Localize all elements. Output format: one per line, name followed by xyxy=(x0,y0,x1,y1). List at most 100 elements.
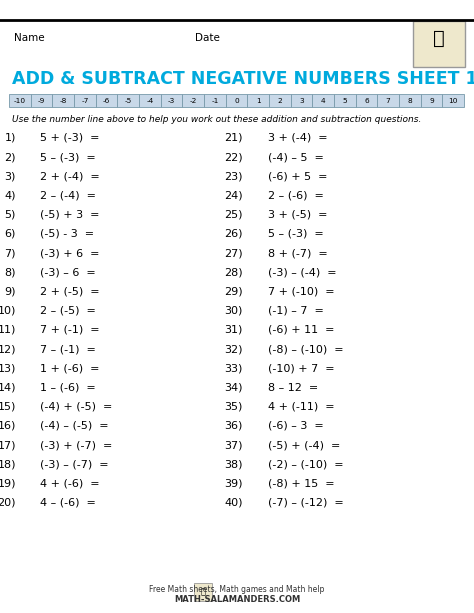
FancyBboxPatch shape xyxy=(247,94,269,107)
Text: 3 + (-5)  =: 3 + (-5) = xyxy=(268,210,328,220)
FancyBboxPatch shape xyxy=(161,94,182,107)
Text: 4 + (-6)  =: 4 + (-6) = xyxy=(40,479,100,489)
Text: 17): 17) xyxy=(0,440,16,450)
Text: 9): 9) xyxy=(4,287,16,297)
Text: -4: -4 xyxy=(146,98,154,104)
Text: 8: 8 xyxy=(408,98,412,104)
Text: 11): 11) xyxy=(0,325,16,335)
Text: -10: -10 xyxy=(14,98,26,104)
Text: 8): 8) xyxy=(4,267,16,278)
Text: 🧮: 🧮 xyxy=(433,29,445,48)
Text: (-3) + 6  =: (-3) + 6 = xyxy=(40,248,100,258)
Text: (-3) – 6  =: (-3) – 6 = xyxy=(40,267,96,278)
Text: Name: Name xyxy=(14,33,45,43)
Text: 31): 31) xyxy=(225,325,243,335)
Text: (-6) – 3  =: (-6) – 3 = xyxy=(268,421,324,431)
Text: 13): 13) xyxy=(0,364,16,373)
FancyBboxPatch shape xyxy=(52,94,74,107)
FancyBboxPatch shape xyxy=(31,94,52,107)
Text: (-2) – (-10)  =: (-2) – (-10) = xyxy=(268,459,344,470)
FancyBboxPatch shape xyxy=(226,94,247,107)
Text: 10): 10) xyxy=(0,306,16,316)
Text: 39): 39) xyxy=(225,479,243,489)
Text: 36): 36) xyxy=(225,421,243,431)
Text: 2 – (-5)  =: 2 – (-5) = xyxy=(40,306,96,316)
Text: (-3) – (-4)  =: (-3) – (-4) = xyxy=(268,267,337,278)
Text: 27): 27) xyxy=(224,248,243,258)
Text: 8 – 12  =: 8 – 12 = xyxy=(268,383,318,392)
Text: (-6) + 11  =: (-6) + 11 = xyxy=(268,325,335,335)
Text: 32): 32) xyxy=(225,345,243,354)
Text: 38): 38) xyxy=(225,459,243,470)
Text: -2: -2 xyxy=(190,98,197,104)
Text: 14): 14) xyxy=(0,383,16,392)
Text: Free Math sheets, Math games and Math help: Free Math sheets, Math games and Math he… xyxy=(149,585,325,594)
Text: 1): 1) xyxy=(5,133,16,143)
Text: 21): 21) xyxy=(225,133,243,143)
Text: 8 + (-7)  =: 8 + (-7) = xyxy=(268,248,328,258)
Text: (-6) + 5  =: (-6) + 5 = xyxy=(268,172,328,181)
Text: 18): 18) xyxy=(0,459,16,470)
Text: 3 + (-4)  =: 3 + (-4) = xyxy=(268,133,328,143)
FancyBboxPatch shape xyxy=(194,583,212,601)
FancyBboxPatch shape xyxy=(269,94,291,107)
Text: 24): 24) xyxy=(224,191,243,200)
Text: 3): 3) xyxy=(5,172,16,181)
Text: 6: 6 xyxy=(364,98,369,104)
FancyBboxPatch shape xyxy=(96,94,118,107)
Text: 7 + (-1)  =: 7 + (-1) = xyxy=(40,325,100,335)
Text: 4 – (-6)  =: 4 – (-6) = xyxy=(40,498,96,508)
Text: (-4) – 5  =: (-4) – 5 = xyxy=(268,152,324,162)
Text: 7: 7 xyxy=(386,98,391,104)
Text: (-3) + (-7)  =: (-3) + (-7) = xyxy=(40,440,112,450)
Text: 19): 19) xyxy=(0,479,16,489)
Text: 2 + (-5)  =: 2 + (-5) = xyxy=(40,287,100,297)
Text: Use the number line above to help you work out these addition and subtraction qu: Use the number line above to help you wo… xyxy=(12,115,421,124)
Text: 2 – (-6)  =: 2 – (-6) = xyxy=(268,191,324,200)
Text: (-3) – (-7)  =: (-3) – (-7) = xyxy=(40,459,109,470)
Text: -8: -8 xyxy=(59,98,67,104)
Text: (-4) + (-5)  =: (-4) + (-5) = xyxy=(40,402,112,412)
FancyBboxPatch shape xyxy=(420,94,442,107)
Text: -3: -3 xyxy=(168,98,175,104)
Text: 37): 37) xyxy=(225,440,243,450)
Text: (-1) – 7  =: (-1) – 7 = xyxy=(268,306,324,316)
Text: -9: -9 xyxy=(38,98,45,104)
FancyBboxPatch shape xyxy=(204,94,226,107)
Text: 9: 9 xyxy=(429,98,434,104)
Text: 1: 1 xyxy=(256,98,261,104)
Text: 20): 20) xyxy=(0,498,16,508)
Text: 1 – (-6)  =: 1 – (-6) = xyxy=(40,383,96,392)
Text: 30): 30) xyxy=(225,306,243,316)
Text: 7): 7) xyxy=(4,248,16,258)
Text: MATH-SALAMANDERS.COM: MATH-SALAMANDERS.COM xyxy=(174,595,300,604)
Text: 40): 40) xyxy=(225,498,243,508)
Text: 5 – (-3)  =: 5 – (-3) = xyxy=(268,229,324,239)
Text: 4 + (-11)  =: 4 + (-11) = xyxy=(268,402,335,412)
Text: -1: -1 xyxy=(211,98,219,104)
FancyBboxPatch shape xyxy=(139,94,161,107)
FancyBboxPatch shape xyxy=(182,94,204,107)
FancyBboxPatch shape xyxy=(291,94,312,107)
Text: 28): 28) xyxy=(224,267,243,278)
FancyBboxPatch shape xyxy=(399,94,420,107)
Text: (-10) + 7  =: (-10) + 7 = xyxy=(268,364,335,373)
FancyBboxPatch shape xyxy=(356,94,377,107)
Text: 5): 5) xyxy=(5,210,16,220)
Text: 2 + (-4)  =: 2 + (-4) = xyxy=(40,172,100,181)
Text: 1 + (-6)  =: 1 + (-6) = xyxy=(40,364,100,373)
Text: 23): 23) xyxy=(225,172,243,181)
Text: 2: 2 xyxy=(277,98,282,104)
Text: 2 – (-4)  =: 2 – (-4) = xyxy=(40,191,96,200)
FancyBboxPatch shape xyxy=(9,94,31,107)
Text: 10: 10 xyxy=(448,98,458,104)
Text: 🧮: 🧮 xyxy=(201,587,206,596)
Text: 5: 5 xyxy=(343,98,347,104)
Text: -7: -7 xyxy=(81,98,89,104)
FancyBboxPatch shape xyxy=(377,94,399,107)
Text: 35): 35) xyxy=(225,402,243,412)
Text: 4): 4) xyxy=(4,191,16,200)
Text: (-7) – (-12)  =: (-7) – (-12) = xyxy=(268,498,344,508)
Text: (-4) – (-5)  =: (-4) – (-5) = xyxy=(40,421,109,431)
Text: 3: 3 xyxy=(299,98,304,104)
